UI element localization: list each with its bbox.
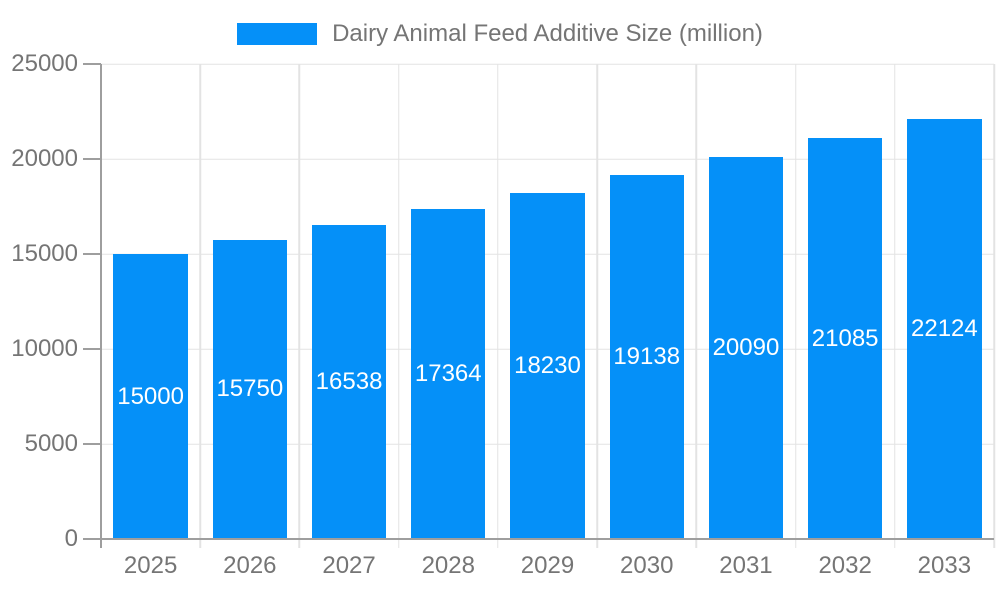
v-gridline (993, 64, 995, 548)
x-axis-tick-label: 2033 (917, 552, 972, 579)
x-axis-tick-label: 2031 (719, 552, 773, 579)
bar: 18230 (510, 192, 585, 539)
bar-value-label: 15750 (216, 375, 284, 403)
legend[interactable]: Dairy Animal Feed Additive Size (million… (0, 20, 1000, 48)
y-axis-tick-label: 25000 (11, 50, 78, 77)
x-axis-tick-label: 2029 (520, 552, 575, 579)
y-axis-line (100, 64, 102, 548)
bar: 17364 (411, 209, 486, 539)
bar-value-label: 22124 (911, 314, 978, 342)
x-axis-line (83, 538, 994, 540)
y-axis-tick-label: 5000 (24, 430, 78, 457)
v-gridline (894, 64, 896, 548)
legend-swatch (237, 23, 318, 45)
v-gridline (199, 64, 201, 548)
bar: 22124 (907, 118, 982, 539)
plot-area: 0 5000 10000 15000 20000 25000 15000 2025 15750 2… (11, 52, 995, 578)
y-axis-tick-label: 0 (64, 525, 78, 552)
bar-value-label: 18230 (514, 351, 581, 379)
h-gridline (101, 63, 994, 65)
v-gridline (298, 64, 301, 548)
x-axis-tick-label: 2032 (818, 552, 872, 579)
x-axis-tick-label: 2026 (223, 552, 277, 579)
bar: 15750 (212, 239, 288, 539)
x-axis-tick-label: 2028 (421, 552, 475, 579)
bar: 15000 (113, 254, 188, 539)
bar-value-label: 16538 (315, 367, 383, 395)
bar: 16538 (311, 224, 387, 539)
legend-label: Dairy Animal Feed Additive Size (million… (332, 20, 763, 47)
y-axis-tick (83, 348, 101, 350)
bar-value-label: 17364 (414, 360, 482, 388)
x-axis-tick-label: 2030 (620, 552, 674, 579)
y-axis-tick-label: 20000 (11, 145, 78, 172)
v-gridline (695, 64, 698, 548)
bar-value-label: 21085 (811, 324, 879, 352)
v-gridline (397, 64, 400, 548)
y-axis-tick (83, 443, 101, 445)
y-axis-tick-label: 10000 (11, 335, 78, 362)
bar: 21085 (807, 138, 883, 539)
y-axis-tick-label: 15000 (11, 240, 78, 267)
y-axis-tick (83, 63, 101, 65)
v-gridline (794, 64, 797, 548)
bar: 20090 (708, 157, 784, 539)
bar-value-label: 20090 (712, 334, 780, 362)
x-axis-tick-label: 2025 (123, 552, 178, 579)
bar: 19138 (609, 175, 684, 539)
v-gridline (497, 64, 499, 548)
h-gridline (101, 158, 994, 160)
bar-value-label: 15000 (117, 382, 184, 410)
v-gridline (596, 64, 598, 548)
y-axis-tick (83, 253, 101, 255)
x-axis-tick-label: 2027 (322, 552, 376, 579)
bar-value-label: 19138 (613, 343, 681, 371)
y-axis-tick (83, 158, 101, 160)
